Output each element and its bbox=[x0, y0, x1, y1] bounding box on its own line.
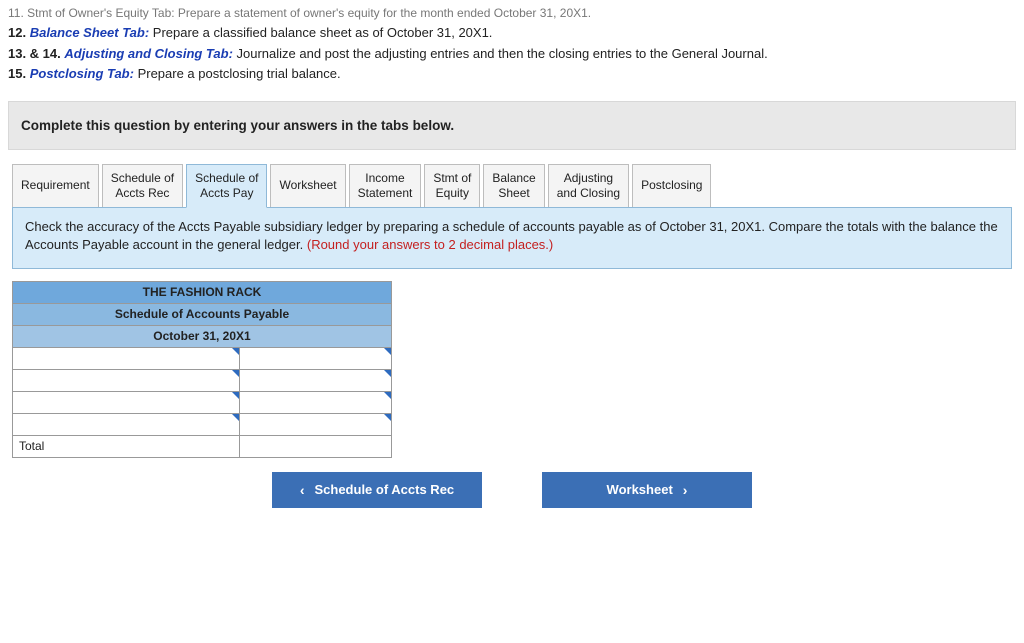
schedule-cell[interactable] bbox=[13, 369, 240, 391]
tab-label: Worksheet bbox=[279, 178, 336, 193]
next-button-label: Worksheet bbox=[607, 482, 673, 497]
instructions-block: 11. Stmt of Owner's Equity Tab: Prepare … bbox=[0, 0, 1024, 95]
instruction-line: 15. Postclosing Tab: Prepare a postclosi… bbox=[8, 64, 1016, 84]
instruction-num: 15. bbox=[8, 66, 26, 81]
tab-balance-sheet[interactable]: Balance Sheet bbox=[483, 164, 544, 208]
tab-schedule-accts-rec[interactable]: Schedule of Accts Rec bbox=[102, 164, 183, 208]
schedule-title: THE FASHION RACK bbox=[13, 281, 392, 303]
next-button[interactable]: Worksheet › bbox=[542, 472, 752, 508]
instruction-cutoff: 11. Stmt of Owner's Equity Tab: Prepare … bbox=[8, 4, 1016, 22]
instruction-tab: Balance Sheet Tab: bbox=[30, 25, 149, 40]
tab-schedule-accts-pay[interactable]: Schedule of Accts Pay bbox=[186, 164, 267, 208]
question-header: Complete this question by entering your … bbox=[8, 101, 1016, 150]
instruction-rest: Journalize and post the adjusting entrie… bbox=[233, 46, 768, 61]
instruction-tab: Postclosing Tab: bbox=[30, 66, 134, 81]
tab-label: Balance bbox=[492, 171, 535, 186]
tab-label: Accts Pay bbox=[195, 186, 258, 201]
instruction-num: 13. & 14. bbox=[8, 46, 61, 61]
tab-requirement[interactable]: Requirement bbox=[12, 164, 99, 208]
schedule-cell[interactable] bbox=[13, 347, 240, 369]
schedule-total-cell[interactable] bbox=[240, 435, 392, 457]
instruction-rest: Prepare a postclosing trial balance. bbox=[134, 66, 341, 81]
tab-label: Income bbox=[358, 171, 413, 186]
tab-label: Schedule of bbox=[111, 171, 174, 186]
tab-worksheet[interactable]: Worksheet bbox=[270, 164, 345, 208]
tabs-row: Requirement Schedule of Accts Rec Schedu… bbox=[8, 150, 1016, 208]
schedule-cell[interactable] bbox=[240, 369, 392, 391]
tab-panel: Check the accuracy of the Accts Payable … bbox=[12, 207, 1012, 269]
schedule-subtitle1: Schedule of Accounts Payable bbox=[13, 303, 392, 325]
tab-label: Postclosing bbox=[641, 178, 702, 193]
tab-label: Statement bbox=[358, 186, 413, 201]
tab-label: Equity bbox=[433, 186, 471, 201]
tab-income-statement[interactable]: Income Statement bbox=[349, 164, 422, 208]
tab-postclosing[interactable]: Postclosing bbox=[632, 164, 711, 208]
schedule-cell[interactable] bbox=[240, 347, 392, 369]
prev-button-label: Schedule of Accts Rec bbox=[314, 482, 454, 497]
instruction-num: 12. bbox=[8, 25, 26, 40]
instruction-line: 13. & 14. Adjusting and Closing Tab: Jou… bbox=[8, 44, 1016, 64]
schedule-table: THE FASHION RACK Schedule of Accounts Pa… bbox=[12, 281, 392, 458]
schedule-subtitle2: October 31, 20X1 bbox=[13, 325, 392, 347]
instruction-rest: Prepare a classified balance sheet as of… bbox=[149, 25, 492, 40]
nav-buttons: ‹ Schedule of Accts Rec Worksheet › bbox=[8, 458, 1016, 528]
tab-label: Requirement bbox=[21, 178, 90, 193]
instruction-line: 12. Balance Sheet Tab: Prepare a classif… bbox=[8, 23, 1016, 43]
tab-stmt-equity[interactable]: Stmt of Equity bbox=[424, 164, 480, 208]
schedule-cell[interactable] bbox=[240, 413, 392, 435]
schedule-total-label: Total bbox=[13, 435, 240, 457]
tab-adjusting-closing[interactable]: Adjusting and Closing bbox=[548, 164, 629, 208]
chevron-right-icon: › bbox=[683, 482, 688, 498]
instruction-tab: Adjusting and Closing Tab: bbox=[64, 46, 233, 61]
schedule-cell[interactable] bbox=[240, 391, 392, 413]
chevron-left-icon: ‹ bbox=[300, 482, 305, 498]
tab-label: Adjusting bbox=[557, 171, 620, 186]
tab-label: Schedule of bbox=[195, 171, 258, 186]
tab-label: and Closing bbox=[557, 186, 620, 201]
tab-label: Stmt of bbox=[433, 171, 471, 186]
tab-label: Sheet bbox=[492, 186, 535, 201]
prev-button[interactable]: ‹ Schedule of Accts Rec bbox=[272, 472, 482, 508]
question-container: Complete this question by entering your … bbox=[8, 101, 1016, 528]
schedule-cell[interactable] bbox=[13, 391, 240, 413]
schedule-cell[interactable] bbox=[13, 413, 240, 435]
tab-label: Accts Rec bbox=[111, 186, 174, 201]
panel-hint: (Round your answers to 2 decimal places.… bbox=[307, 237, 553, 252]
